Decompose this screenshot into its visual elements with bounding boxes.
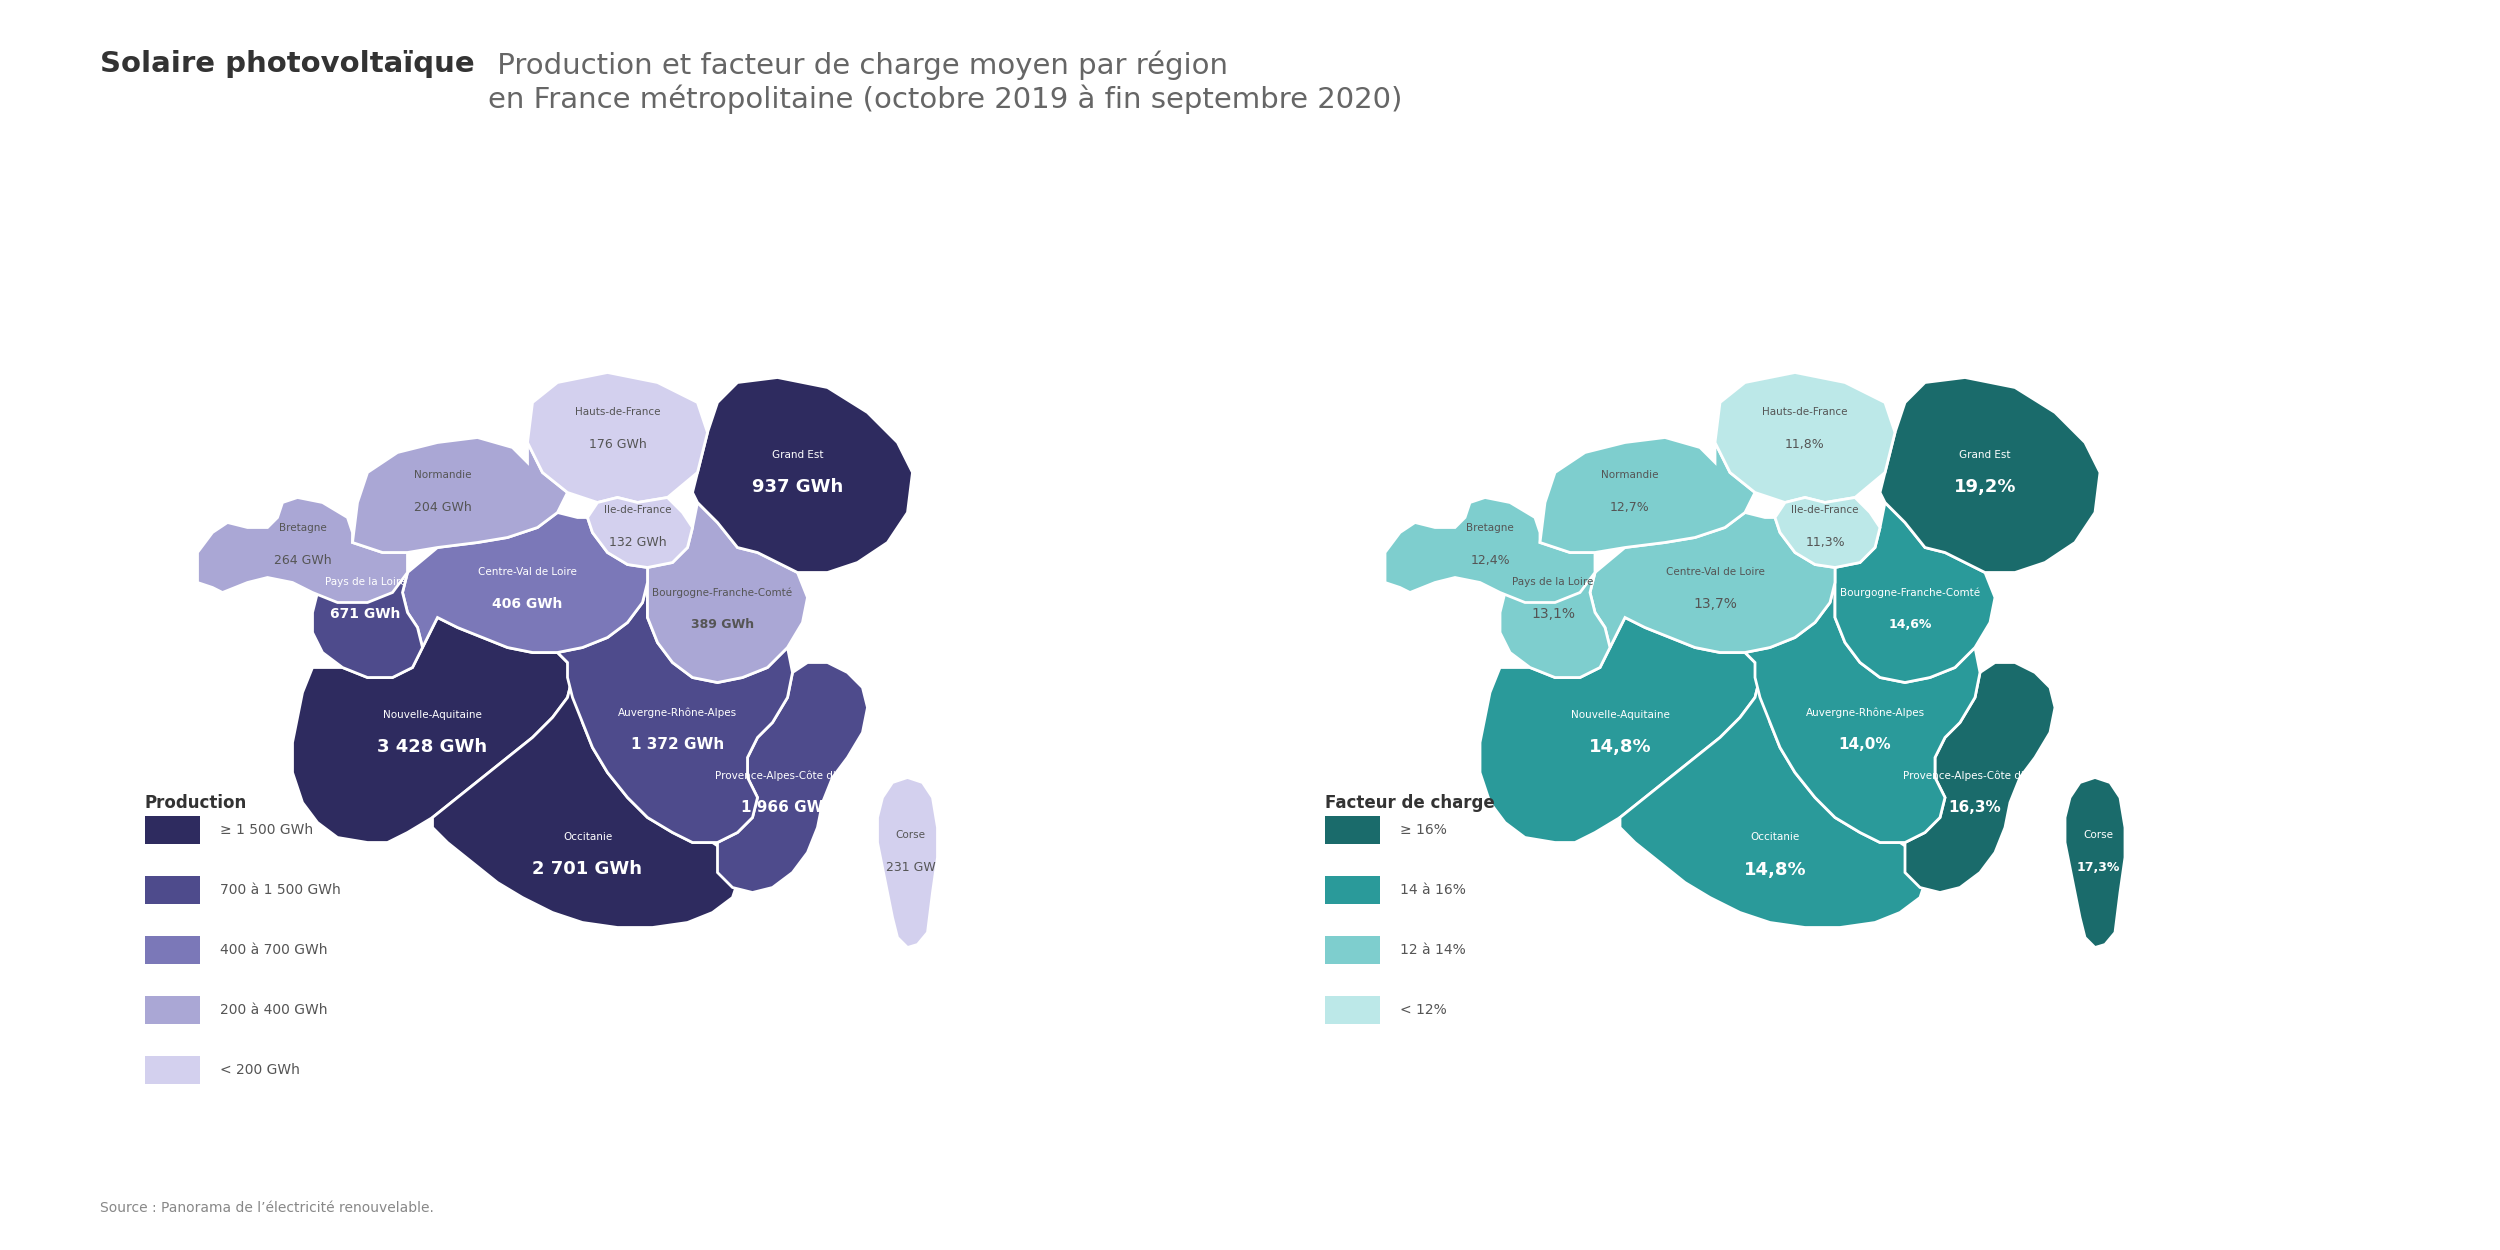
Text: 406 GWh: 406 GWh: [492, 598, 562, 611]
Text: Corse: Corse: [895, 830, 925, 840]
Text: 12,7%: 12,7%: [1610, 501, 1650, 514]
Text: 14,0%: 14,0%: [1838, 738, 1892, 752]
Polygon shape: [292, 618, 572, 842]
Text: Bretagne: Bretagne: [278, 524, 328, 534]
Polygon shape: [648, 503, 808, 683]
Polygon shape: [1385, 498, 1595, 602]
Text: 11,8%: 11,8%: [1785, 438, 1825, 451]
Text: 1 372 GWh: 1 372 GWh: [630, 738, 725, 752]
Text: 13,7%: 13,7%: [1693, 598, 1738, 611]
Text: 17,3%: 17,3%: [2078, 861, 2120, 874]
Text: Occitanie: Occitanie: [1750, 832, 1800, 842]
Text: Grand Est: Grand Est: [772, 450, 822, 460]
Polygon shape: [558, 568, 792, 842]
Text: 937 GWh: 937 GWh: [752, 479, 843, 496]
Text: Hauts-de-France: Hauts-de-France: [1762, 408, 1848, 418]
Text: 12 à 14%: 12 à 14%: [1400, 942, 1465, 958]
Polygon shape: [1775, 498, 1880, 568]
Text: Provence-Alpes-Côte d'Azur: Provence-Alpes-Côte d'Azur: [715, 770, 860, 781]
Polygon shape: [1715, 372, 1895, 503]
Polygon shape: [402, 512, 648, 652]
Text: 14 à 16%: 14 à 16%: [1400, 882, 1465, 898]
Text: 16,3%: 16,3%: [1948, 800, 2002, 815]
Text: 13,1%: 13,1%: [1530, 608, 1575, 621]
Text: 264 GWh: 264 GWh: [272, 554, 332, 568]
Polygon shape: [352, 438, 568, 552]
Polygon shape: [1480, 618, 1760, 842]
Text: Normandie: Normandie: [1602, 470, 1660, 480]
Polygon shape: [1745, 568, 1980, 842]
Text: 14,8%: 14,8%: [1588, 739, 1652, 756]
Polygon shape: [1500, 518, 1610, 678]
Text: 14,6%: 14,6%: [1888, 618, 1932, 631]
Text: Centre-Val de Loire: Centre-Val de Loire: [478, 568, 578, 578]
Polygon shape: [312, 518, 422, 678]
Text: 3 428 GWh: 3 428 GWh: [378, 739, 488, 756]
Text: 231 GW: 231 GW: [885, 861, 935, 874]
Text: Nouvelle-Aquitaine: Nouvelle-Aquitaine: [382, 710, 482, 720]
Text: < 12%: < 12%: [1400, 1003, 1448, 1018]
Polygon shape: [198, 498, 408, 602]
Text: Production et facteur de charge moyen par région
en France métropolitaine (octob: Production et facteur de charge moyen pa…: [488, 50, 1402, 114]
Text: 14,8%: 14,8%: [1742, 860, 1807, 879]
Polygon shape: [528, 372, 708, 503]
Text: ≥ 16%: ≥ 16%: [1400, 822, 1448, 838]
Text: Nouvelle-Aquitaine: Nouvelle-Aquitaine: [1570, 710, 1670, 720]
Text: 400 à 700 GWh: 400 à 700 GWh: [220, 942, 328, 958]
Text: Pays de la Loire: Pays de la Loire: [1512, 578, 1592, 587]
Text: Bourgogne-Franche-Comté: Bourgogne-Franche-Comté: [1840, 588, 1980, 598]
Text: Solaire photovoltaïque: Solaire photovoltaïque: [100, 50, 475, 78]
Text: 11,3%: 11,3%: [1805, 536, 1845, 549]
Text: 700 à 1 500 GWh: 700 à 1 500 GWh: [220, 882, 340, 898]
Text: 19,2%: 19,2%: [1955, 479, 2015, 496]
Polygon shape: [1620, 678, 1925, 928]
Text: Auvergne-Rhône-Alpes: Auvergne-Rhône-Alpes: [1805, 707, 1925, 717]
Text: Ile-de-France: Ile-de-France: [605, 505, 670, 515]
Text: ≥ 1 500 GWh: ≥ 1 500 GWh: [220, 822, 312, 838]
Text: 176 GWh: 176 GWh: [588, 438, 648, 451]
Text: Pays de la Loire: Pays de la Loire: [325, 578, 405, 587]
Polygon shape: [1905, 662, 2055, 892]
Text: 671 GWh: 671 GWh: [330, 608, 400, 621]
Text: Bretagne: Bretagne: [1465, 524, 1515, 534]
Text: < 200 GWh: < 200 GWh: [220, 1062, 300, 1078]
Polygon shape: [432, 678, 738, 928]
Polygon shape: [1540, 438, 1755, 552]
Text: 204 GWh: 204 GWh: [412, 501, 472, 514]
Text: Grand Est: Grand Est: [1960, 450, 2010, 460]
Text: Occitanie: Occitanie: [562, 832, 612, 842]
Text: Facteur de charge: Facteur de charge: [1325, 795, 1495, 812]
Text: 2 701 GWh: 2 701 GWh: [532, 860, 642, 879]
Text: 200 à 400 GWh: 200 à 400 GWh: [220, 1003, 328, 1018]
Text: Normandie: Normandie: [415, 470, 470, 480]
Text: 12,4%: 12,4%: [1470, 554, 1510, 568]
Text: Auvergne-Rhône-Alpes: Auvergne-Rhône-Alpes: [618, 707, 738, 717]
Polygon shape: [1835, 503, 1995, 683]
Text: Production: Production: [145, 795, 248, 812]
Text: Bourgogne-Franche-Comté: Bourgogne-Franche-Comté: [652, 588, 792, 598]
Text: Centre-Val de Loire: Centre-Val de Loire: [1665, 568, 1765, 578]
Polygon shape: [693, 378, 912, 572]
Text: Source : Panorama de l’électricité renouvelable.: Source : Panorama de l’électricité renou…: [100, 1201, 435, 1215]
Text: 389 GWh: 389 GWh: [690, 618, 755, 631]
Polygon shape: [2065, 778, 2125, 948]
Text: Provence-Alpes-Côte d'Azur: Provence-Alpes-Côte d'Azur: [1902, 770, 2047, 781]
Text: Hauts-de-France: Hauts-de-France: [575, 408, 660, 418]
Polygon shape: [1880, 378, 2100, 572]
Text: Corse: Corse: [2082, 830, 2112, 840]
Polygon shape: [878, 778, 938, 948]
Text: Ile-de-France: Ile-de-France: [1790, 505, 1860, 515]
Polygon shape: [718, 662, 868, 892]
Text: 132 GWh: 132 GWh: [608, 536, 668, 549]
Text: 1 966 GWh: 1 966 GWh: [740, 800, 835, 815]
Polygon shape: [1590, 512, 1835, 652]
Polygon shape: [588, 498, 693, 568]
